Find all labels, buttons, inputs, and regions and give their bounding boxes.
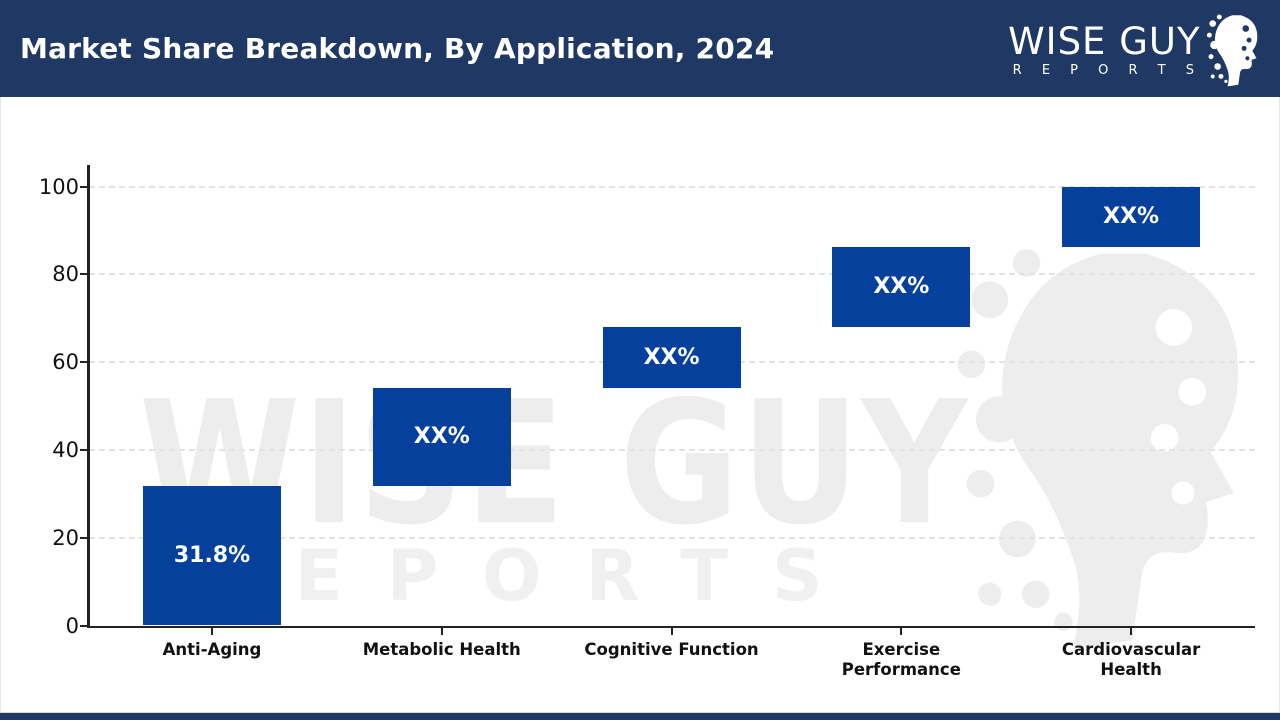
bar-cardiovascular-health: XX%	[1062, 186, 1201, 247]
header-bar: Market Share Breakdown, By Application, …	[0, 0, 1280, 97]
watermark-head-icon	[957, 249, 1239, 650]
brand-name: WISE GUY	[1008, 19, 1201, 63]
bar-anti-aging: 31.8%	[143, 485, 281, 626]
bar-metabolic-health: XX%	[372, 387, 511, 486]
x-tick-mark	[670, 628, 673, 635]
bar-value-label: XX%	[1103, 204, 1160, 230]
category-label-anti-aging: Anti-Aging	[162, 639, 262, 659]
y-tick-mark	[80, 273, 89, 276]
page-title: Market Share Breakdown, By Application, …	[20, 32, 775, 65]
y-tick-label: 20	[52, 525, 79, 550]
wiseguy-head-icon	[1206, 14, 1258, 87]
bar-value-label: XX%	[643, 344, 700, 370]
category-label-exercise-performance: Exercise Performance	[841, 639, 961, 679]
bar-value-label: XX%	[873, 274, 930, 300]
x-tick-mark	[900, 628, 903, 635]
y-tick-mark	[80, 448, 89, 451]
x-tick-mark	[1130, 628, 1133, 635]
gridline-80	[89, 273, 1255, 276]
footer-bar	[0, 712, 1280, 720]
bar-value-label: XX%	[413, 424, 470, 450]
brand-subtitle: R E P O R T S	[1012, 62, 1202, 78]
brand-logo-text: WISE GUY R E P O R T S	[1007, 19, 1202, 78]
bar-exercise-performance: XX%	[832, 246, 971, 328]
gridline-100	[89, 185, 1255, 188]
bar-cognitive-function: XX%	[602, 327, 741, 388]
category-label-cardiovascular-health: Cardiovascular Health	[1061, 639, 1201, 679]
bar-value-label: 31.8%	[173, 543, 251, 569]
y-tick-mark	[80, 185, 89, 188]
chart-area: WISE GUY REPORTS 0 20 40 60 80 100 31.8% Anti-A…	[0, 97, 1280, 712]
y-tick-mark	[80, 536, 89, 539]
y-axis-line	[87, 165, 90, 628]
category-label-metabolic-health: Metabolic Health	[362, 639, 521, 659]
x-tick-mark	[440, 628, 443, 635]
gridline-20	[89, 536, 1255, 539]
y-tick-mark	[80, 361, 89, 364]
y-tick-label: 40	[52, 437, 79, 462]
y-tick-label: 100	[38, 174, 79, 199]
x-axis-line	[87, 625, 1255, 628]
y-tick-label: 0	[65, 613, 79, 638]
y-tick-mark	[80, 624, 89, 627]
y-tick-label: 80	[52, 262, 79, 287]
brand-logo: WISE GUY R E P O R T S	[1007, 10, 1264, 90]
watermark-reports-text: REPORTS	[197, 535, 867, 617]
gridline-40	[89, 448, 1255, 451]
y-tick-label: 60	[52, 350, 79, 375]
x-tick-mark	[211, 628, 213, 635]
category-label-cognitive-function: Cognitive Function	[584, 639, 759, 659]
